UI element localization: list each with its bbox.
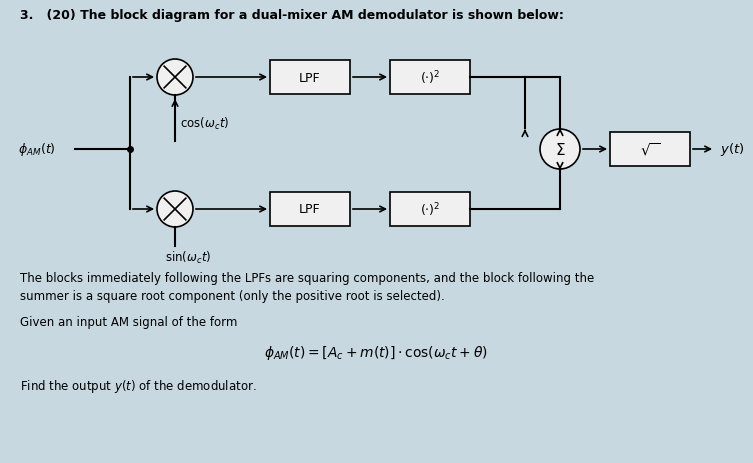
Text: LPF: LPF [299,71,321,84]
Text: Find the output $y(t)$ of the demodulator.: Find the output $y(t)$ of the demodulato… [20,377,257,394]
Bar [270,61,350,95]
Text: $\phi_{AM}(t) = [A_c + m(t)] \cdot \cos(\omega_c t + \theta)$: $\phi_{AM}(t) = [A_c + m(t)] \cdot \cos(… [264,343,488,361]
Circle shape [157,60,193,96]
Text: summer is a square root component (only the positive root is selected).: summer is a square root component (only … [20,289,445,302]
Bar [610,133,690,167]
Text: $(\cdot)^2$: $(\cdot)^2$ [419,201,441,219]
Text: $\sqrt{\ }$: $\sqrt{\ }$ [640,141,660,158]
Text: $\phi_{AM}(t)$: $\phi_{AM}(t)$ [18,141,56,158]
Bar [390,61,470,95]
Text: $\sin(\omega_c t)$: $\sin(\omega_c t)$ [165,250,212,265]
Circle shape [540,130,580,169]
Text: 3.   (20) The block diagram for a dual-mixer AM demodulator is shown below:: 3. (20) The block diagram for a dual-mix… [20,9,564,22]
Text: $\Sigma$: $\Sigma$ [555,142,566,158]
Text: $y(t)$: $y(t)$ [720,141,745,158]
Text: $(\cdot)^2$: $(\cdot)^2$ [419,69,441,87]
Bar [270,193,350,226]
Text: $\cos(\omega_c t)$: $\cos(\omega_c t)$ [180,116,229,132]
Bar [390,193,470,226]
Circle shape [157,192,193,227]
Text: LPF: LPF [299,203,321,216]
Text: Given an input AM signal of the form: Given an input AM signal of the form [20,315,237,328]
Text: The blocks immediately following the LPFs are squaring components, and the block: The blocks immediately following the LPF… [20,271,594,284]
